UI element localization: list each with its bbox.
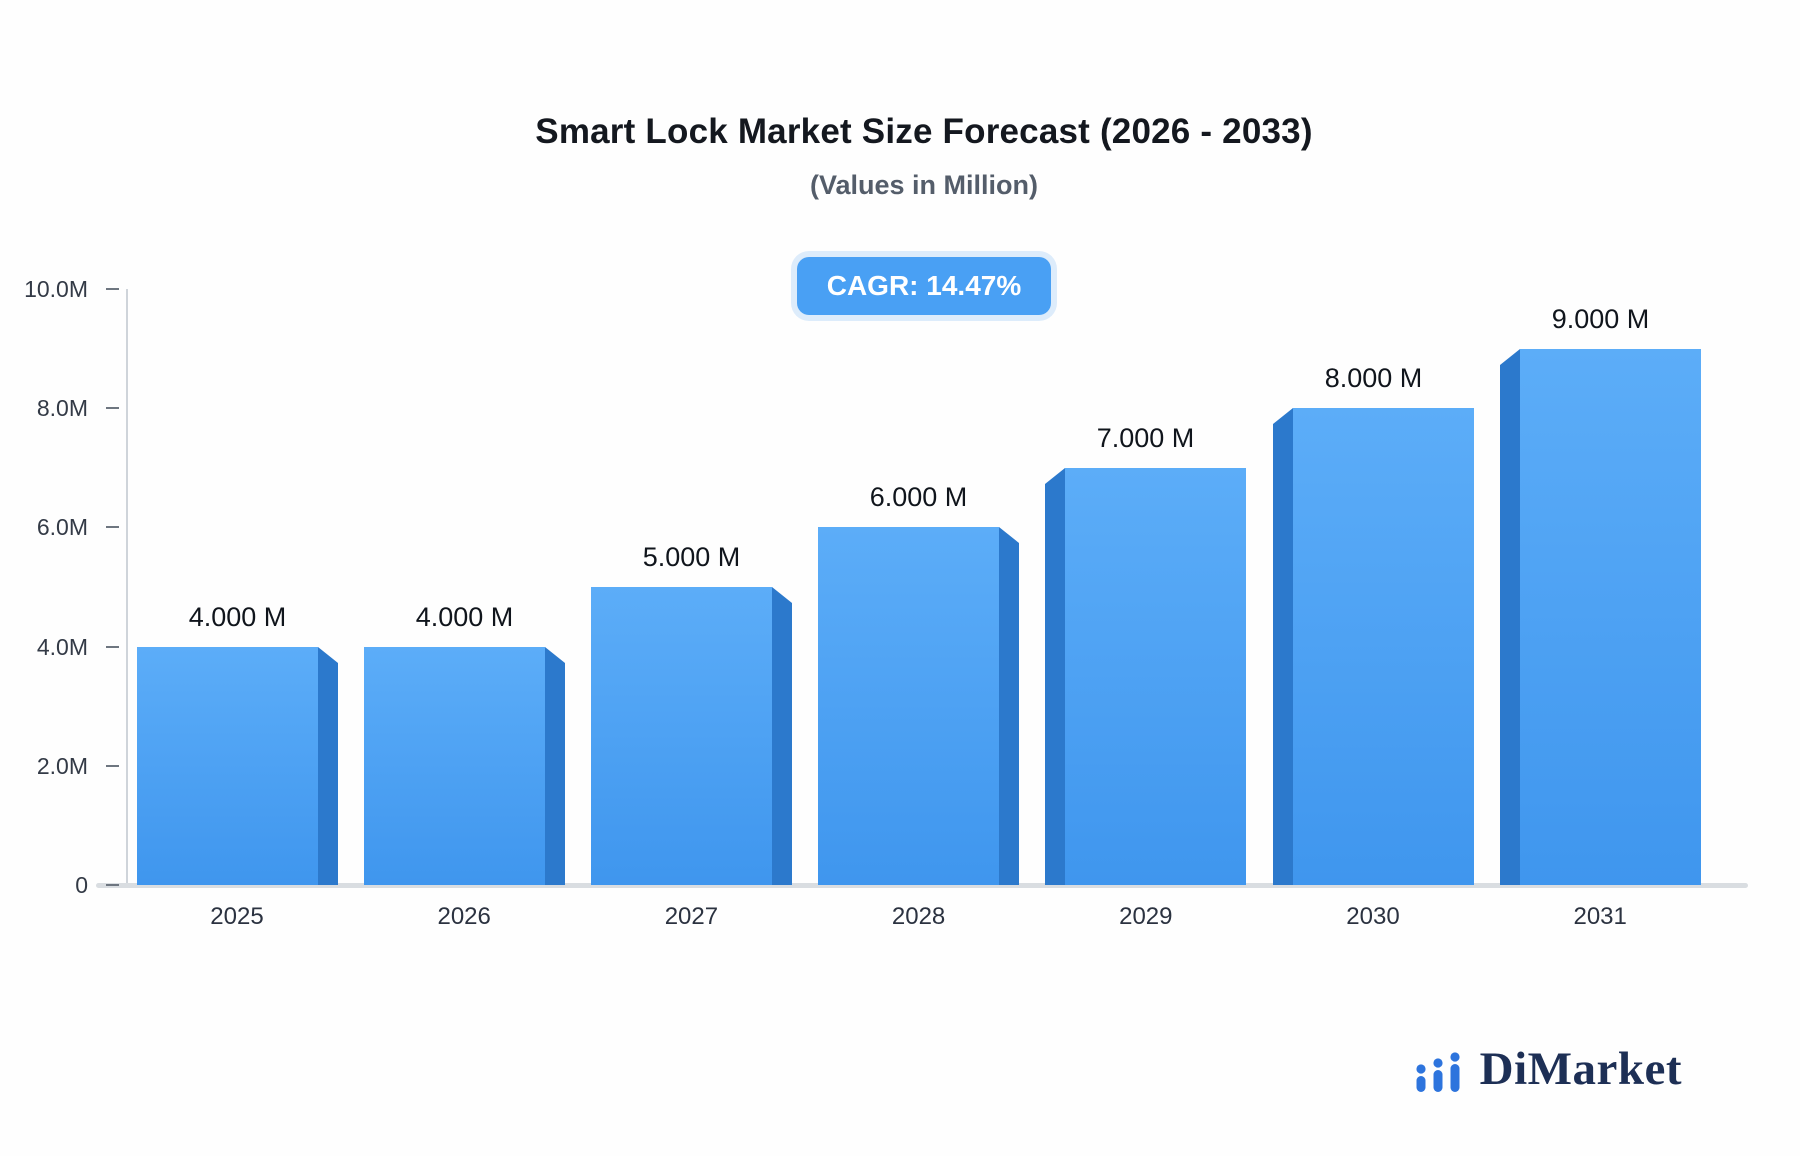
- bar-2025: [137, 647, 338, 885]
- bar-2026: [364, 647, 565, 885]
- bar-side-face: [545, 647, 565, 885]
- x-axis-label: 2026: [437, 903, 491, 930]
- badge-row: CAGR: 14.47%: [40, 257, 1800, 315]
- bar-2028: [818, 527, 1019, 885]
- bar-value-label: 7.000 M: [1096, 423, 1195, 453]
- bar-value-label: 8.000 M: [1324, 363, 1423, 393]
- bar-value-label: 4.000 M: [188, 602, 287, 632]
- y-tick-mark: [106, 764, 119, 767]
- x-axis-label: 2031: [1573, 903, 1627, 930]
- x-axis-line: [96, 883, 1748, 888]
- bar-face: [591, 587, 772, 885]
- x-axis-label: 2025: [210, 903, 264, 930]
- brand-name: DiMarket: [1479, 1043, 1682, 1095]
- bar-face: [1293, 408, 1474, 885]
- y-tick-mark: [106, 288, 119, 290]
- chart-title: Smart Lock Market Size Forecast (2026 - …: [535, 112, 1313, 151]
- y-tick-label: 6.0M: [36, 514, 88, 541]
- y-tick-label: 0: [75, 872, 88, 898]
- brand-logo: DiMarket: [1412, 1042, 1682, 1096]
- chart-header: Smart Lock Market Size Forecast (2026 - …: [40, 0, 1800, 315]
- x-axis-label: 2027: [664, 903, 719, 930]
- cagr-badge: CAGR: 14.47%: [796, 257, 1052, 315]
- x-axis-label: 2028: [891, 903, 946, 930]
- y-tick-label: 2.0M: [36, 752, 88, 779]
- bar-side-face: [772, 587, 792, 885]
- x-axis-label: 2029: [1119, 903, 1173, 930]
- bar-face: [818, 527, 999, 885]
- bar-face: [364, 647, 545, 885]
- bar-2030: [1273, 408, 1474, 885]
- bar-value-label: 9.000 M: [1551, 304, 1650, 334]
- chart-subtitle: (Values in Million): [809, 170, 1039, 200]
- bar-side-face: [1273, 408, 1293, 885]
- y-tick-label: 10.0M: [24, 276, 88, 302]
- y-tick-mark: [106, 884, 119, 886]
- x-axis-label: 2030: [1346, 903, 1400, 930]
- bar-value-label: 6.000 M: [869, 482, 968, 512]
- y-tick-mark: [106, 407, 119, 410]
- y-tick-label: 4.0M: [36, 633, 88, 660]
- bar-face: [137, 647, 318, 885]
- bar-face: [1520, 349, 1701, 885]
- bar-2031: [1500, 349, 1701, 885]
- y-tick-mark: [106, 526, 119, 529]
- bar-2027: [591, 587, 792, 885]
- y-tick-mark: [106, 645, 119, 648]
- dimarket-logo-icon: [1416, 1052, 1460, 1092]
- bar-side-face: [1500, 349, 1520, 885]
- bar-2029: [1045, 468, 1246, 885]
- bar-side-face: [999, 527, 1019, 885]
- bar-value-label: 5.000 M: [642, 542, 741, 572]
- bar-side-face: [318, 647, 338, 885]
- bar-side-face: [1045, 468, 1065, 885]
- y-axis-line: [126, 289, 128, 885]
- bar-value-label: 4.000 M: [415, 602, 514, 632]
- bar-face: [1065, 468, 1246, 885]
- y-tick-label: 8.0M: [36, 395, 88, 422]
